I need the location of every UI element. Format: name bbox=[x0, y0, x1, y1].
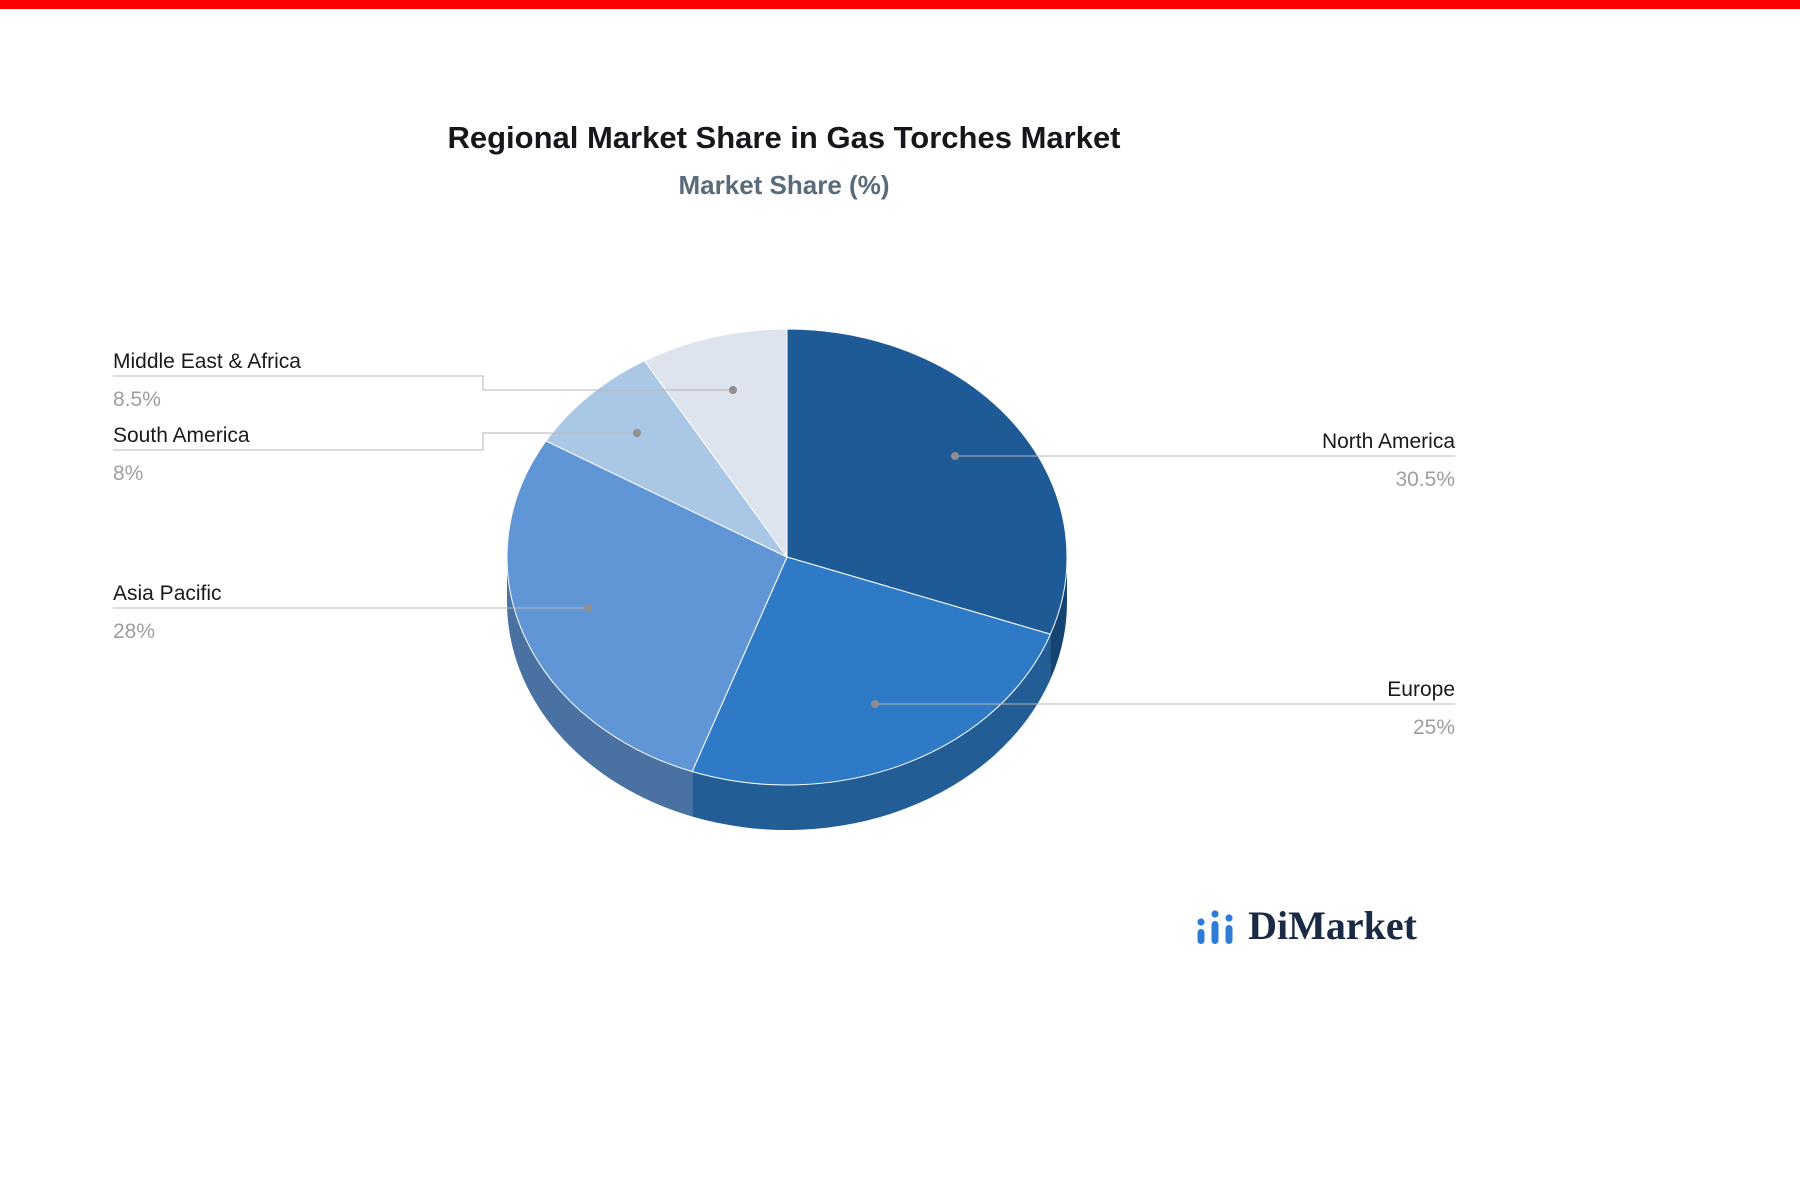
slice-value-2: 28% bbox=[113, 620, 155, 643]
logo-text: DiMarket bbox=[1248, 903, 1417, 948]
slice-label-1: Europe bbox=[1387, 678, 1455, 701]
slice-value-1: 25% bbox=[1413, 716, 1455, 739]
slice-label-3: South America bbox=[113, 424, 250, 447]
leader-dot-1 bbox=[871, 700, 879, 708]
slice-value-3: 8% bbox=[113, 462, 143, 485]
pie-slice-side-1 bbox=[692, 634, 1051, 830]
leader-dot-2 bbox=[584, 604, 592, 612]
bar-chart-icon bbox=[1197, 910, 1233, 944]
chart-subtitle: Market Share (%) bbox=[678, 170, 890, 200]
leader-line-4 bbox=[113, 375, 733, 391]
leader-line-3 bbox=[113, 432, 637, 451]
pie-slice-side-2 bbox=[507, 557, 693, 817]
pie-slice-side-0 bbox=[1050, 557, 1067, 680]
top-edge-marker bbox=[0, 0, 1800, 9]
slice-value-4: 8.5% bbox=[113, 388, 161, 411]
leader-dot-4 bbox=[729, 386, 737, 394]
leader-dot-3 bbox=[633, 429, 641, 437]
pie-slice-3 bbox=[545, 360, 788, 558]
pie-slice-0 bbox=[786, 328, 1068, 635]
chart-title: Regional Market Share in Gas Torches Mar… bbox=[447, 120, 1121, 155]
slice-value-0: 30.5% bbox=[1395, 468, 1455, 491]
dimarket-logo: DiMarket bbox=[1194, 905, 1417, 947]
slice-label-2: Asia Pacific bbox=[113, 582, 222, 605]
pie-slice-4 bbox=[643, 328, 788, 559]
slice-label-0: North America bbox=[1322, 430, 1455, 453]
slice-label-4: Middle East & Africa bbox=[113, 350, 301, 373]
leader-dot-0 bbox=[951, 452, 959, 460]
pie-slice-1 bbox=[691, 556, 1052, 786]
